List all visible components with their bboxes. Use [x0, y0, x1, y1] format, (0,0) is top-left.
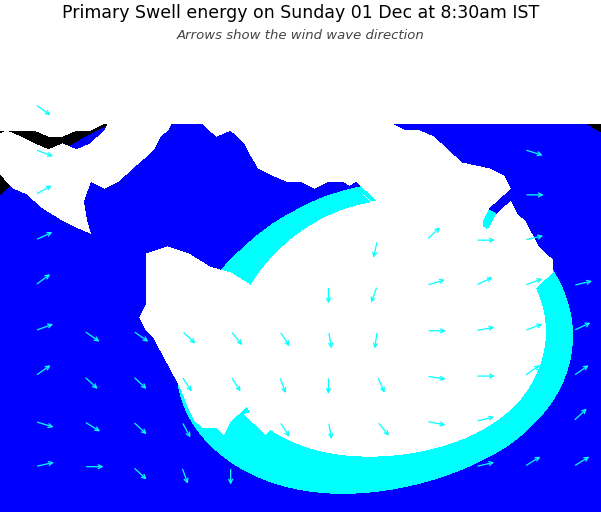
Text: Arrows show the wind wave direction: Arrows show the wind wave direction [177, 29, 424, 42]
Text: Primary Swell energy on Sunday 01 Dec at 8:30am IST: Primary Swell energy on Sunday 01 Dec at… [62, 4, 539, 22]
